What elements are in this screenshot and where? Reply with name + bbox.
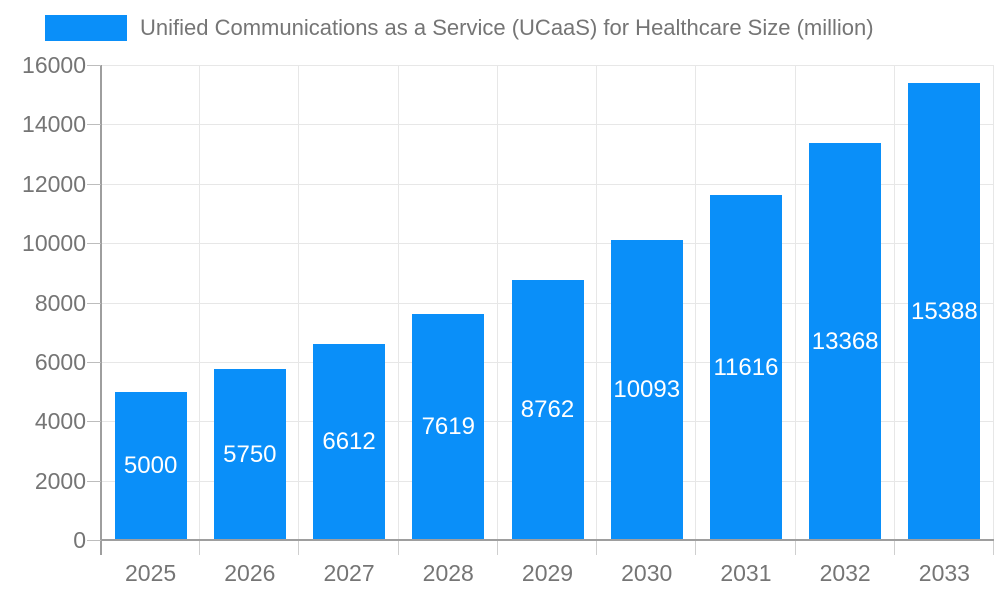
gridline xyxy=(101,124,994,126)
gridline xyxy=(596,65,598,540)
y-axis-tick-label: 0 xyxy=(73,527,86,553)
y-tick-mark xyxy=(87,421,101,423)
y-axis-tick-label: 6000 xyxy=(34,348,86,375)
bar-value-label: 7619 xyxy=(421,412,475,440)
gridline xyxy=(199,65,201,540)
gridline xyxy=(397,65,399,540)
gridline xyxy=(101,183,994,185)
bar-2026: 5750 xyxy=(213,369,286,540)
gridline xyxy=(794,65,796,540)
legend-label: Unified Communications as a Service (UCa… xyxy=(140,15,874,40)
y-axis-tick-label: 8000 xyxy=(34,289,86,316)
bar-2029: 8762 xyxy=(511,279,584,540)
plot-top-border xyxy=(101,65,994,66)
x-axis-tick-label: 2025 xyxy=(125,560,177,586)
y-tick-mark xyxy=(87,361,101,363)
y-axis-tick-label: 10000 xyxy=(22,230,86,257)
y-tick-mark xyxy=(87,243,101,245)
x-axis-tick-label: 2027 xyxy=(323,560,375,586)
x-tick-mark xyxy=(199,541,201,555)
bar-value-label: 5000 xyxy=(123,451,178,479)
bar-value-label: 10093 xyxy=(613,376,681,404)
x-tick-mark xyxy=(596,541,598,555)
x-tick-mark xyxy=(695,541,697,555)
y-tick-mark xyxy=(87,540,101,541)
plot-area: 5000 5750 6612 7619 8762 10093 11616 13368 15388 xyxy=(101,65,994,540)
bar-2031: 11616 xyxy=(709,195,782,540)
x-axis-tick-label: 2030 xyxy=(621,560,673,586)
legend: Unified Communications as a Service (UCa… xyxy=(45,15,874,41)
x-axis-tick-label: 2031 xyxy=(720,560,772,586)
gridline xyxy=(993,65,994,540)
gridline xyxy=(893,65,895,540)
y-tick-mark xyxy=(87,183,101,185)
x-tick-mark xyxy=(893,541,895,555)
x-axis-tick-label: 2028 xyxy=(422,560,474,586)
gridline xyxy=(298,65,300,540)
y-axis-line xyxy=(100,65,102,555)
x-axis-tick-label: 2033 xyxy=(918,560,970,586)
y-tick-mark xyxy=(87,302,101,304)
bar-value-label: 15388 xyxy=(911,297,978,325)
x-tick-mark xyxy=(496,541,498,555)
x-axis-tick-label: 2029 xyxy=(521,560,574,586)
bar-2030: 10093 xyxy=(610,240,683,540)
bar-2032: 13368 xyxy=(809,143,882,540)
y-axis-tick-label: 14000 xyxy=(22,111,86,138)
y-axis-tick-label: 4000 xyxy=(34,408,86,435)
x-tick-mark xyxy=(298,541,300,555)
bar-2033: 15388 xyxy=(908,83,981,540)
bar-2025: 5000 xyxy=(114,391,187,540)
bar-2028: 7619 xyxy=(412,313,485,540)
bar-value-label: 6612 xyxy=(322,427,376,455)
x-axis-tick-label: 2032 xyxy=(819,560,871,586)
legend-swatch[interactable] xyxy=(45,15,127,41)
y-axis-tick-label: 12000 xyxy=(22,170,86,197)
bar-value-label: 8762 xyxy=(520,395,575,423)
x-axis-line xyxy=(100,539,994,541)
x-tick-mark xyxy=(993,541,994,555)
y-axis-tick-label: 16000 xyxy=(22,52,86,78)
x-tick-mark xyxy=(397,541,399,555)
y-axis-tick-label: 2000 xyxy=(34,467,86,494)
gridline xyxy=(496,65,498,540)
bar-value-label: 13368 xyxy=(811,327,879,355)
gridline xyxy=(695,65,697,540)
x-axis-tick-label: 2026 xyxy=(224,560,276,586)
y-tick-mark xyxy=(87,65,101,66)
gridline xyxy=(101,243,994,245)
bar-value-label: 5750 xyxy=(223,440,277,468)
bar-value-label: 11616 xyxy=(713,353,779,381)
bar-2027: 6612 xyxy=(313,343,386,540)
y-tick-mark xyxy=(87,124,101,126)
y-tick-mark xyxy=(87,480,101,482)
x-tick-mark xyxy=(794,541,796,555)
